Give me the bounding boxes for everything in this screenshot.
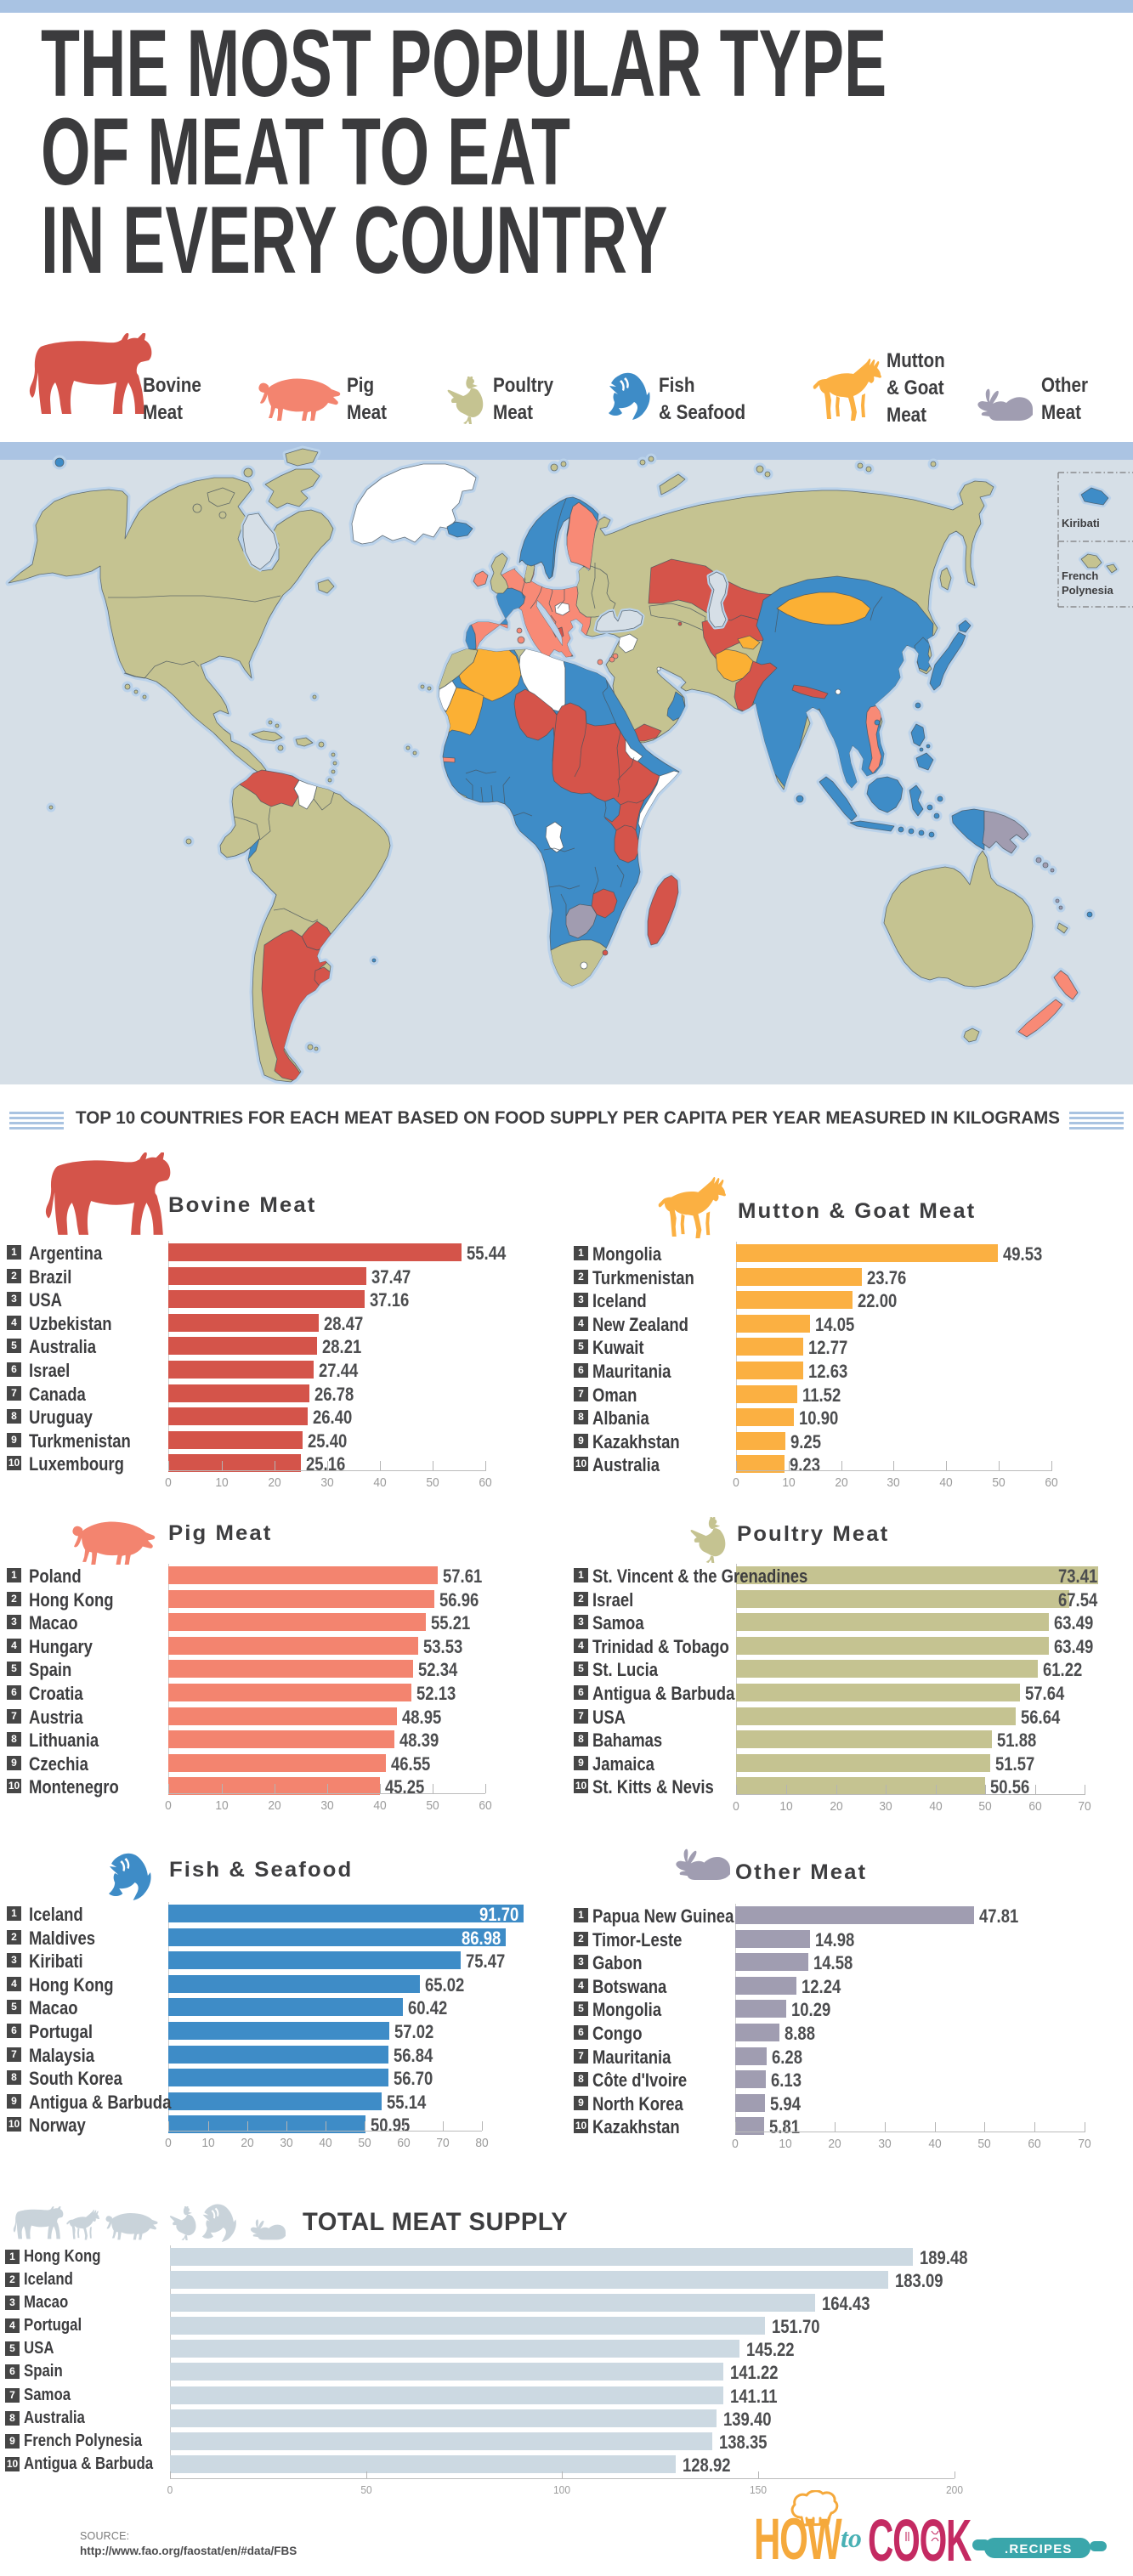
svg-text:.RECIPES: .RECIPES <box>1005 2542 1073 2556</box>
svg-text:Kiribati: Kiribati <box>1062 517 1100 529</box>
svg-text:French: French <box>1062 569 1098 582</box>
svg-text:to: to <box>841 2522 862 2553</box>
svg-text:HOW: HOW <box>754 2507 842 2573</box>
svg-text:COOK: COOK <box>868 2508 972 2574</box>
svg-text:Polynesia: Polynesia <box>1062 584 1113 597</box>
